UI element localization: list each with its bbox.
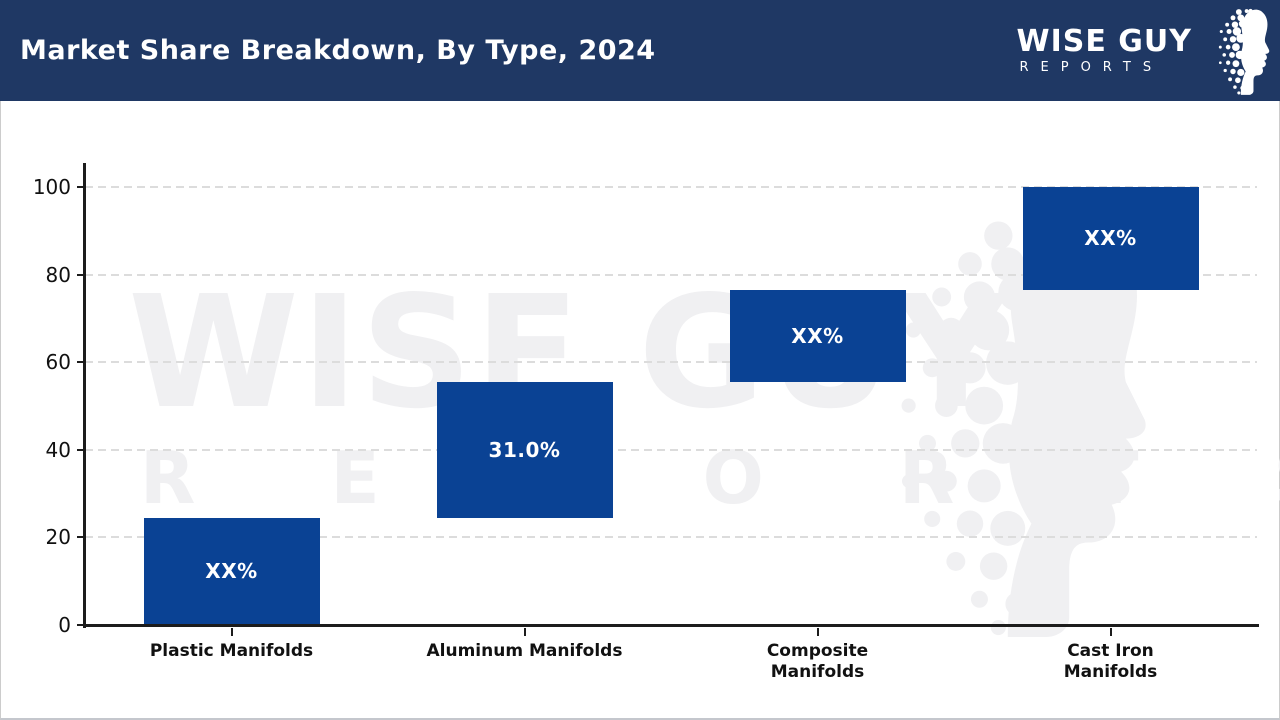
y-gridline xyxy=(85,536,1257,539)
logo-subtitle: REPORTS xyxy=(1019,60,1164,75)
y-gridline xyxy=(85,448,1257,451)
x-tick-mark xyxy=(230,628,233,636)
y-tick-label: 20 xyxy=(45,525,71,550)
y-tick-label: 60 xyxy=(45,350,71,375)
y-tick-mark xyxy=(77,361,85,364)
y-tick-mark xyxy=(77,186,85,188)
bar-value-label: XX% xyxy=(791,323,844,348)
x-category-label: Plastic Manifolds xyxy=(149,641,314,661)
page-title: Market Share Breakdown, By Type, 2024 xyxy=(20,35,656,66)
bar-segment: XX% xyxy=(143,517,320,625)
y-tick-mark xyxy=(77,536,85,539)
x-tick-mark xyxy=(1109,628,1112,636)
x-category-label: Aluminum Manifolds xyxy=(426,641,623,661)
x-tick-mark xyxy=(523,628,526,636)
y-tick-mark xyxy=(77,624,85,626)
bar-segment: XX% xyxy=(1022,187,1199,290)
y-gridline xyxy=(85,361,1257,364)
wise-guy-logo: WISE GUY REPORTS xyxy=(1016,7,1272,95)
bar-value-label: XX% xyxy=(205,559,258,584)
y-tick-label: 80 xyxy=(45,262,71,287)
bar-value-label: 31.0% xyxy=(488,437,561,462)
logo-text: WISE GUY REPORTS xyxy=(1016,24,1192,76)
x-axis-line xyxy=(83,624,1259,627)
bar-value-label: XX% xyxy=(1084,226,1137,251)
bar-segment: 31.0% xyxy=(436,381,613,518)
bar-segment: XX% xyxy=(729,289,906,382)
y-tick-label: 0 xyxy=(58,613,71,637)
y-gridline xyxy=(85,273,1257,276)
header: Market Share Breakdown, By Type, 2024 WI… xyxy=(0,0,1280,101)
x-category-label: Cast Iron Manifolds xyxy=(1063,641,1158,682)
y-tick-label: 100 xyxy=(32,175,71,199)
y-gridline xyxy=(85,186,1257,188)
y-tick-label: 40 xyxy=(45,437,71,462)
x-tick-mark xyxy=(816,628,819,636)
y-tick-mark xyxy=(77,448,85,451)
x-category-label: Composite Manifolds xyxy=(766,641,869,682)
y-axis-line xyxy=(83,163,86,628)
dotted-face-logo-icon xyxy=(1218,8,1270,95)
y-tick-mark xyxy=(77,273,85,276)
logo-wordmark: WISE GUY xyxy=(1016,24,1192,59)
